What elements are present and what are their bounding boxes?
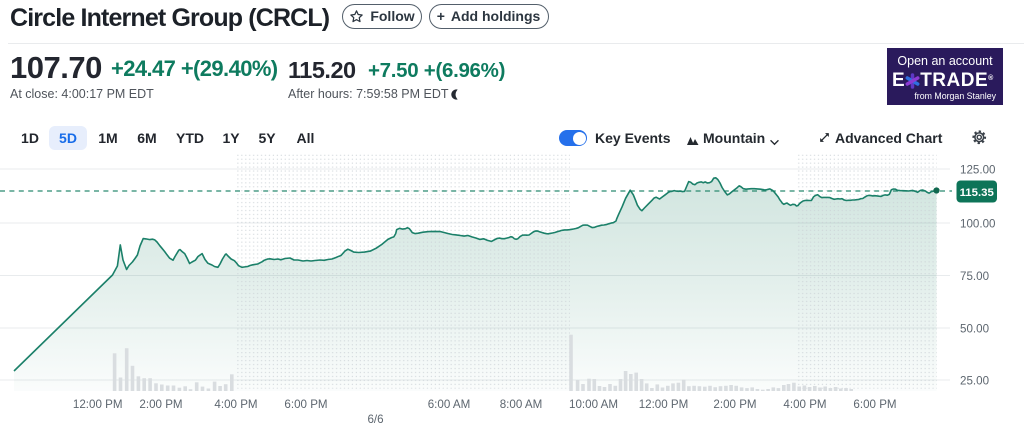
svg-text:6:00 AM: 6:00 AM [428, 398, 471, 411]
svg-text:2:00 PM: 2:00 PM [139, 398, 182, 411]
svg-text:75.00: 75.00 [960, 270, 989, 283]
svg-text:8:00 AM: 8:00 AM [500, 398, 543, 411]
svg-text:25.00: 25.00 [960, 374, 989, 387]
svg-text:100.00: 100.00 [960, 217, 995, 230]
svg-text:4:00 PM: 4:00 PM [783, 398, 826, 411]
svg-text:10:00 AM: 10:00 AM [569, 398, 618, 411]
svg-text:12:00 PM: 12:00 PM [73, 398, 123, 411]
svg-text:125.00: 125.00 [960, 163, 995, 176]
svg-text:4:00 PM: 4:00 PM [214, 398, 257, 411]
svg-text:12:00 PM: 12:00 PM [639, 398, 689, 411]
svg-text:2:00 PM: 2:00 PM [713, 398, 756, 411]
svg-text:6:00 PM: 6:00 PM [853, 398, 896, 411]
svg-text:6:00 PM: 6:00 PM [284, 398, 327, 411]
svg-text:115.35: 115.35 [960, 187, 995, 199]
svg-text:50.00: 50.00 [960, 322, 989, 335]
svg-text:6/6: 6/6 [367, 413, 383, 426]
